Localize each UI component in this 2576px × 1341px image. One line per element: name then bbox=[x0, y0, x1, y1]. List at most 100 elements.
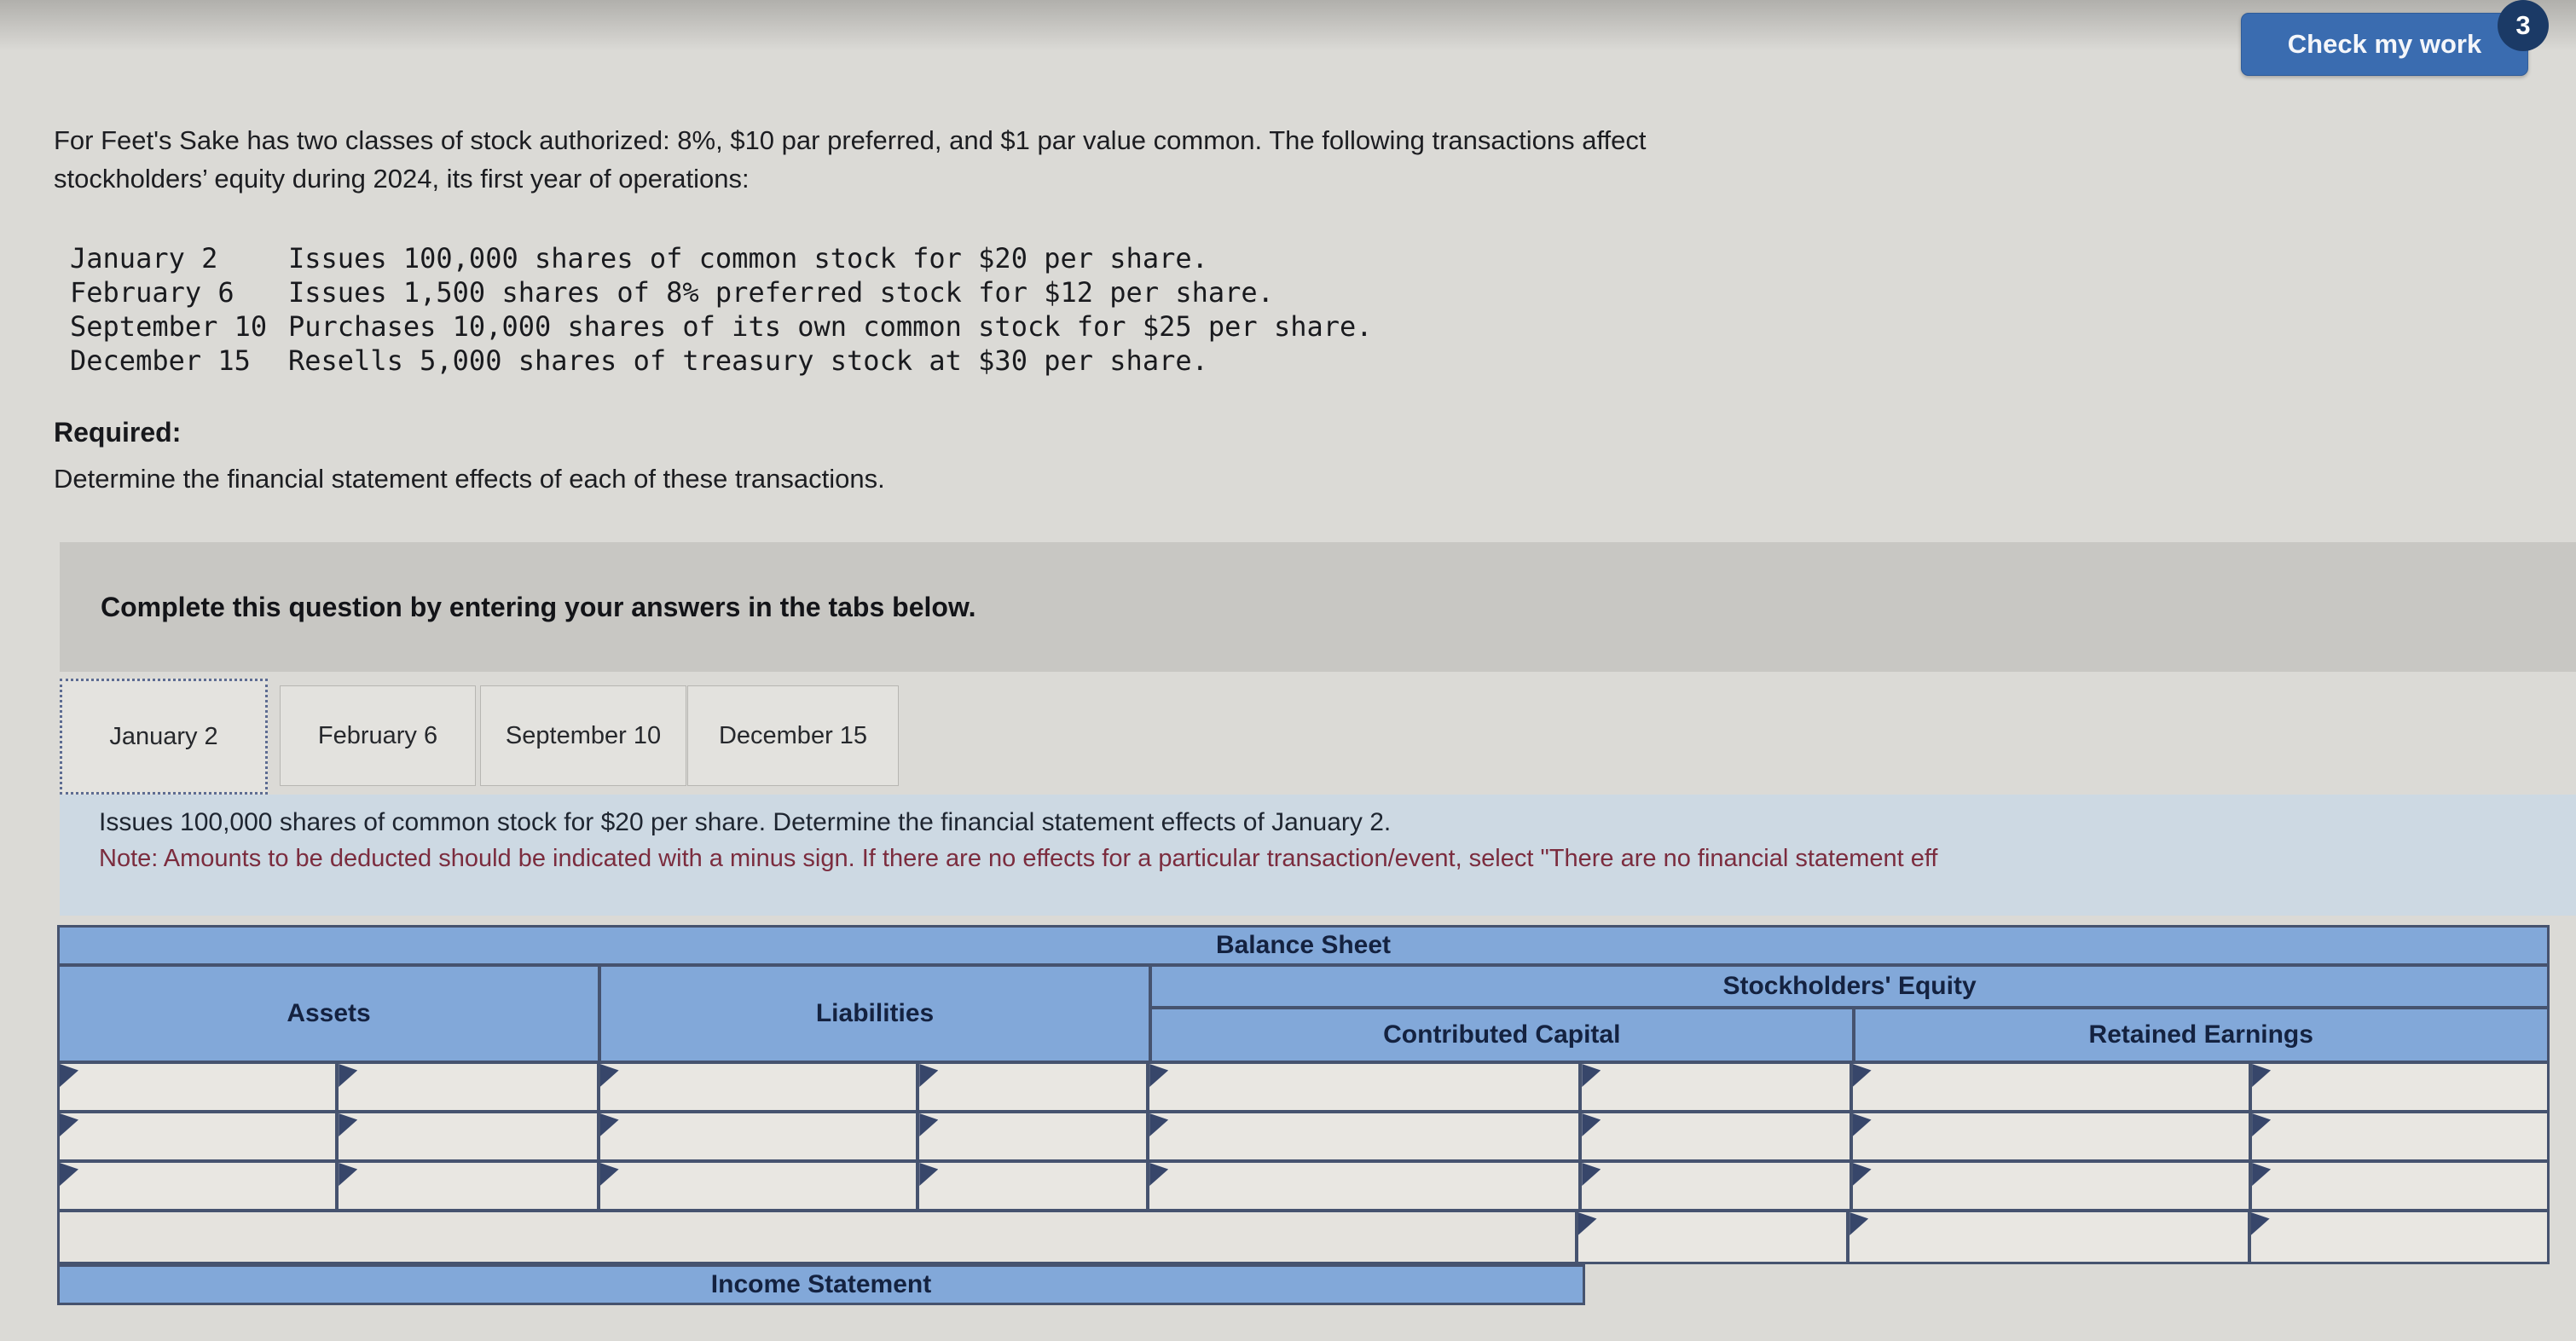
dropdown-marker-icon bbox=[339, 1064, 358, 1087]
table-row bbox=[60, 1113, 2547, 1159]
tab-label: January 2 bbox=[109, 722, 218, 750]
dropdown-marker-icon bbox=[919, 1163, 939, 1186]
cell-assets-account[interactable] bbox=[60, 1113, 336, 1159]
transaction-date: September 10 bbox=[70, 310, 268, 343]
tab-note: Note: Amounts to be deducted should be i… bbox=[99, 845, 1938, 872]
cell-contributed-capital-amount[interactable] bbox=[1577, 1212, 1847, 1262]
dropdown-marker-icon bbox=[1582, 1163, 1601, 1186]
dropdown-marker-icon bbox=[1852, 1163, 1872, 1186]
dropdown-marker-icon bbox=[60, 1064, 78, 1087]
required-heading: Required: bbox=[54, 417, 182, 448]
equity-subheader-row: Contributed Capital Retained Earnings bbox=[1152, 1009, 2547, 1061]
dropdown-marker-icon bbox=[1852, 1064, 1872, 1087]
income-statement-header: Income Statement bbox=[57, 1264, 1585, 1305]
dropdown-marker-icon bbox=[2252, 1163, 2272, 1186]
table-row bbox=[60, 1163, 2547, 1209]
cell-assets-account[interactable] bbox=[60, 1064, 336, 1110]
dropdown-marker-icon bbox=[1850, 1212, 1869, 1235]
dropdown-marker-icon bbox=[1149, 1163, 1169, 1186]
cell-contributed-capital-amount[interactable] bbox=[1582, 1113, 1850, 1159]
dropdown-marker-icon bbox=[60, 1113, 78, 1136]
transaction-row: September 10 Purchases 10,000 shares of … bbox=[70, 309, 1373, 344]
cell-assets-account[interactable] bbox=[60, 1163, 336, 1209]
problem-line-2: stockholders’ equity during 2024, its fi… bbox=[54, 164, 750, 194]
transaction-desc: Issues 100,000 shares of common stock fo… bbox=[288, 242, 1208, 275]
tab-content-panel: Issues 100,000 shares of common stock fo… bbox=[60, 795, 2576, 916]
transaction-date: December 15 bbox=[70, 344, 251, 377]
cell-liabilities-amount[interactable] bbox=[919, 1064, 1147, 1110]
cell-contributed-capital-amount[interactable] bbox=[1582, 1064, 1850, 1110]
tab-december-15[interactable]: December 15 bbox=[687, 685, 899, 786]
table-total-row bbox=[60, 1212, 2548, 1262]
dropdown-marker-icon bbox=[339, 1163, 358, 1186]
check-my-work-label: Check my work bbox=[2287, 29, 2482, 59]
transaction-desc: Resells 5,000 shares of treasury stock a… bbox=[288, 344, 1208, 377]
required-text: Determine the financial statement effect… bbox=[54, 464, 885, 494]
stockholders-equity-group: Stockholders' Equity Contributed Capital… bbox=[1152, 967, 2547, 1061]
cell-liabilities-account[interactable] bbox=[599, 1064, 917, 1110]
cell-liabilities-amount[interactable] bbox=[919, 1113, 1147, 1159]
transaction-row: January 2 Issues 100,000 shares of commo… bbox=[70, 241, 1373, 275]
total-row-blank-area bbox=[60, 1212, 1575, 1262]
table-row bbox=[60, 1064, 2547, 1110]
dropdown-marker-icon bbox=[339, 1113, 358, 1136]
balance-sheet-title-row: Balance Sheet bbox=[60, 928, 2547, 963]
check-my-work-button[interactable]: Check my work bbox=[2241, 13, 2528, 76]
transaction-desc: Issues 1,500 shares of 8% preferred stoc… bbox=[288, 276, 1274, 309]
dropdown-marker-icon bbox=[599, 1163, 619, 1186]
dropdown-marker-icon bbox=[1582, 1064, 1601, 1087]
cell-liabilities-account[interactable] bbox=[599, 1113, 917, 1159]
cell-assets-amount[interactable] bbox=[339, 1163, 597, 1209]
dropdown-marker-icon bbox=[1577, 1212, 1597, 1235]
tab-label: December 15 bbox=[718, 721, 868, 749]
tab-instruction: Issues 100,000 shares of common stock fo… bbox=[99, 808, 1392, 836]
dropdown-marker-icon bbox=[60, 1163, 78, 1186]
balance-sheet-header: Balance Sheet bbox=[60, 928, 2547, 963]
tab-label: February 6 bbox=[317, 721, 438, 749]
cell-assets-amount[interactable] bbox=[339, 1113, 597, 1159]
cell-retained-earnings-amount[interactable] bbox=[2250, 1212, 2548, 1262]
cell-retained-earnings-account[interactable] bbox=[1852, 1113, 2249, 1159]
tab-label: September 10 bbox=[505, 721, 662, 749]
dropdown-marker-icon bbox=[2252, 1113, 2272, 1136]
dropdown-marker-icon bbox=[2250, 1212, 2270, 1235]
cell-liabilities-amount[interactable] bbox=[919, 1163, 1147, 1209]
stockholders-equity-header: Stockholders' Equity bbox=[1152, 967, 2547, 1006]
cell-retained-earnings-account[interactable] bbox=[1852, 1064, 2249, 1110]
cell-retained-earnings-amount[interactable] bbox=[2252, 1113, 2547, 1159]
tab-january-2[interactable]: January 2 bbox=[60, 679, 268, 795]
dropdown-marker-icon bbox=[1149, 1113, 1169, 1136]
balance-sheet-table: Balance Sheet Assets Liabilities Stockho… bbox=[57, 925, 2550, 1264]
dropdown-marker-icon bbox=[599, 1064, 619, 1087]
cell-contributed-capital-account[interactable] bbox=[1149, 1113, 1579, 1159]
instruction-bar-text: Complete this question by entering your … bbox=[101, 591, 976, 622]
cell-contributed-capital-account[interactable] bbox=[1149, 1064, 1579, 1110]
tab-february-6[interactable]: February 6 bbox=[280, 685, 476, 786]
transaction-date: January 2 bbox=[70, 242, 218, 275]
attempts-badge: 3 bbox=[2498, 0, 2549, 51]
problem-line-1: For Feet's Sake has two classes of stock… bbox=[54, 125, 1647, 155]
liabilities-header: Liabilities bbox=[601, 967, 1149, 1061]
dropdown-marker-icon bbox=[1149, 1064, 1169, 1087]
cell-contributed-capital-account[interactable] bbox=[1149, 1163, 1579, 1209]
dropdown-marker-icon bbox=[1582, 1113, 1601, 1136]
cell-retained-earnings-account[interactable] bbox=[1850, 1212, 2248, 1262]
cell-contributed-capital-amount[interactable] bbox=[1582, 1163, 1850, 1209]
transaction-row: February 6 Issues 1,500 shares of 8% pre… bbox=[70, 275, 1373, 309]
dropdown-marker-icon bbox=[599, 1113, 619, 1136]
cell-assets-amount[interactable] bbox=[339, 1064, 597, 1110]
cell-retained-earnings-amount[interactable] bbox=[2252, 1163, 2547, 1209]
transaction-date: February 6 bbox=[70, 276, 234, 309]
cell-retained-earnings-account[interactable] bbox=[1852, 1163, 2249, 1209]
dropdown-marker-icon bbox=[919, 1064, 939, 1087]
problem-statement: For Feet's Sake has two classes of stock… bbox=[54, 121, 1646, 198]
cell-liabilities-account[interactable] bbox=[599, 1163, 917, 1209]
tab-september-10[interactable]: September 10 bbox=[480, 685, 686, 786]
cell-retained-earnings-amount[interactable] bbox=[2252, 1064, 2547, 1110]
assets-header: Assets bbox=[60, 967, 599, 1061]
transaction-desc: Purchases 10,000 shares of its own commo… bbox=[288, 310, 1373, 343]
dropdown-marker-icon bbox=[919, 1113, 939, 1136]
contributed-capital-header: Contributed Capital bbox=[1152, 1009, 1852, 1061]
column-header-row: Assets Liabilities Stockholders' Equity … bbox=[60, 967, 2547, 1061]
